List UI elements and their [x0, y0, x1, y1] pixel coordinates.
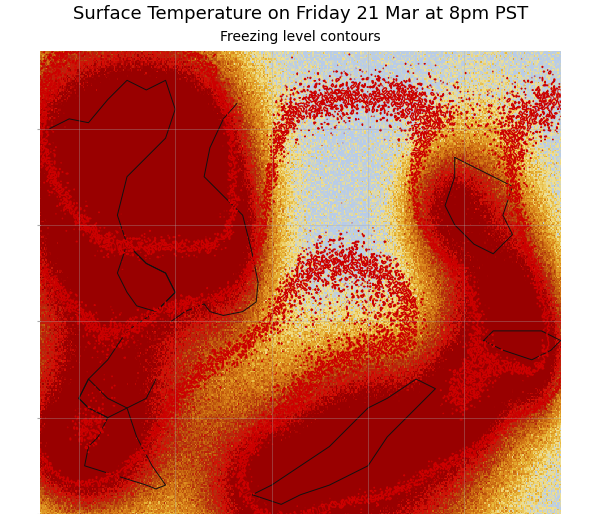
Text: 4500: 4500 — [540, 88, 566, 106]
Text: 4000: 4000 — [42, 56, 65, 81]
Text: 5000: 5000 — [234, 481, 254, 507]
Text: 5000: 5000 — [305, 502, 332, 514]
Text: 4000: 4000 — [105, 241, 130, 254]
Text: Freezing level contours: Freezing level contours — [220, 30, 381, 44]
Text: Surface Temperature on Friday 21 Mar at 8pm PST: Surface Temperature on Friday 21 Mar at … — [73, 5, 528, 24]
